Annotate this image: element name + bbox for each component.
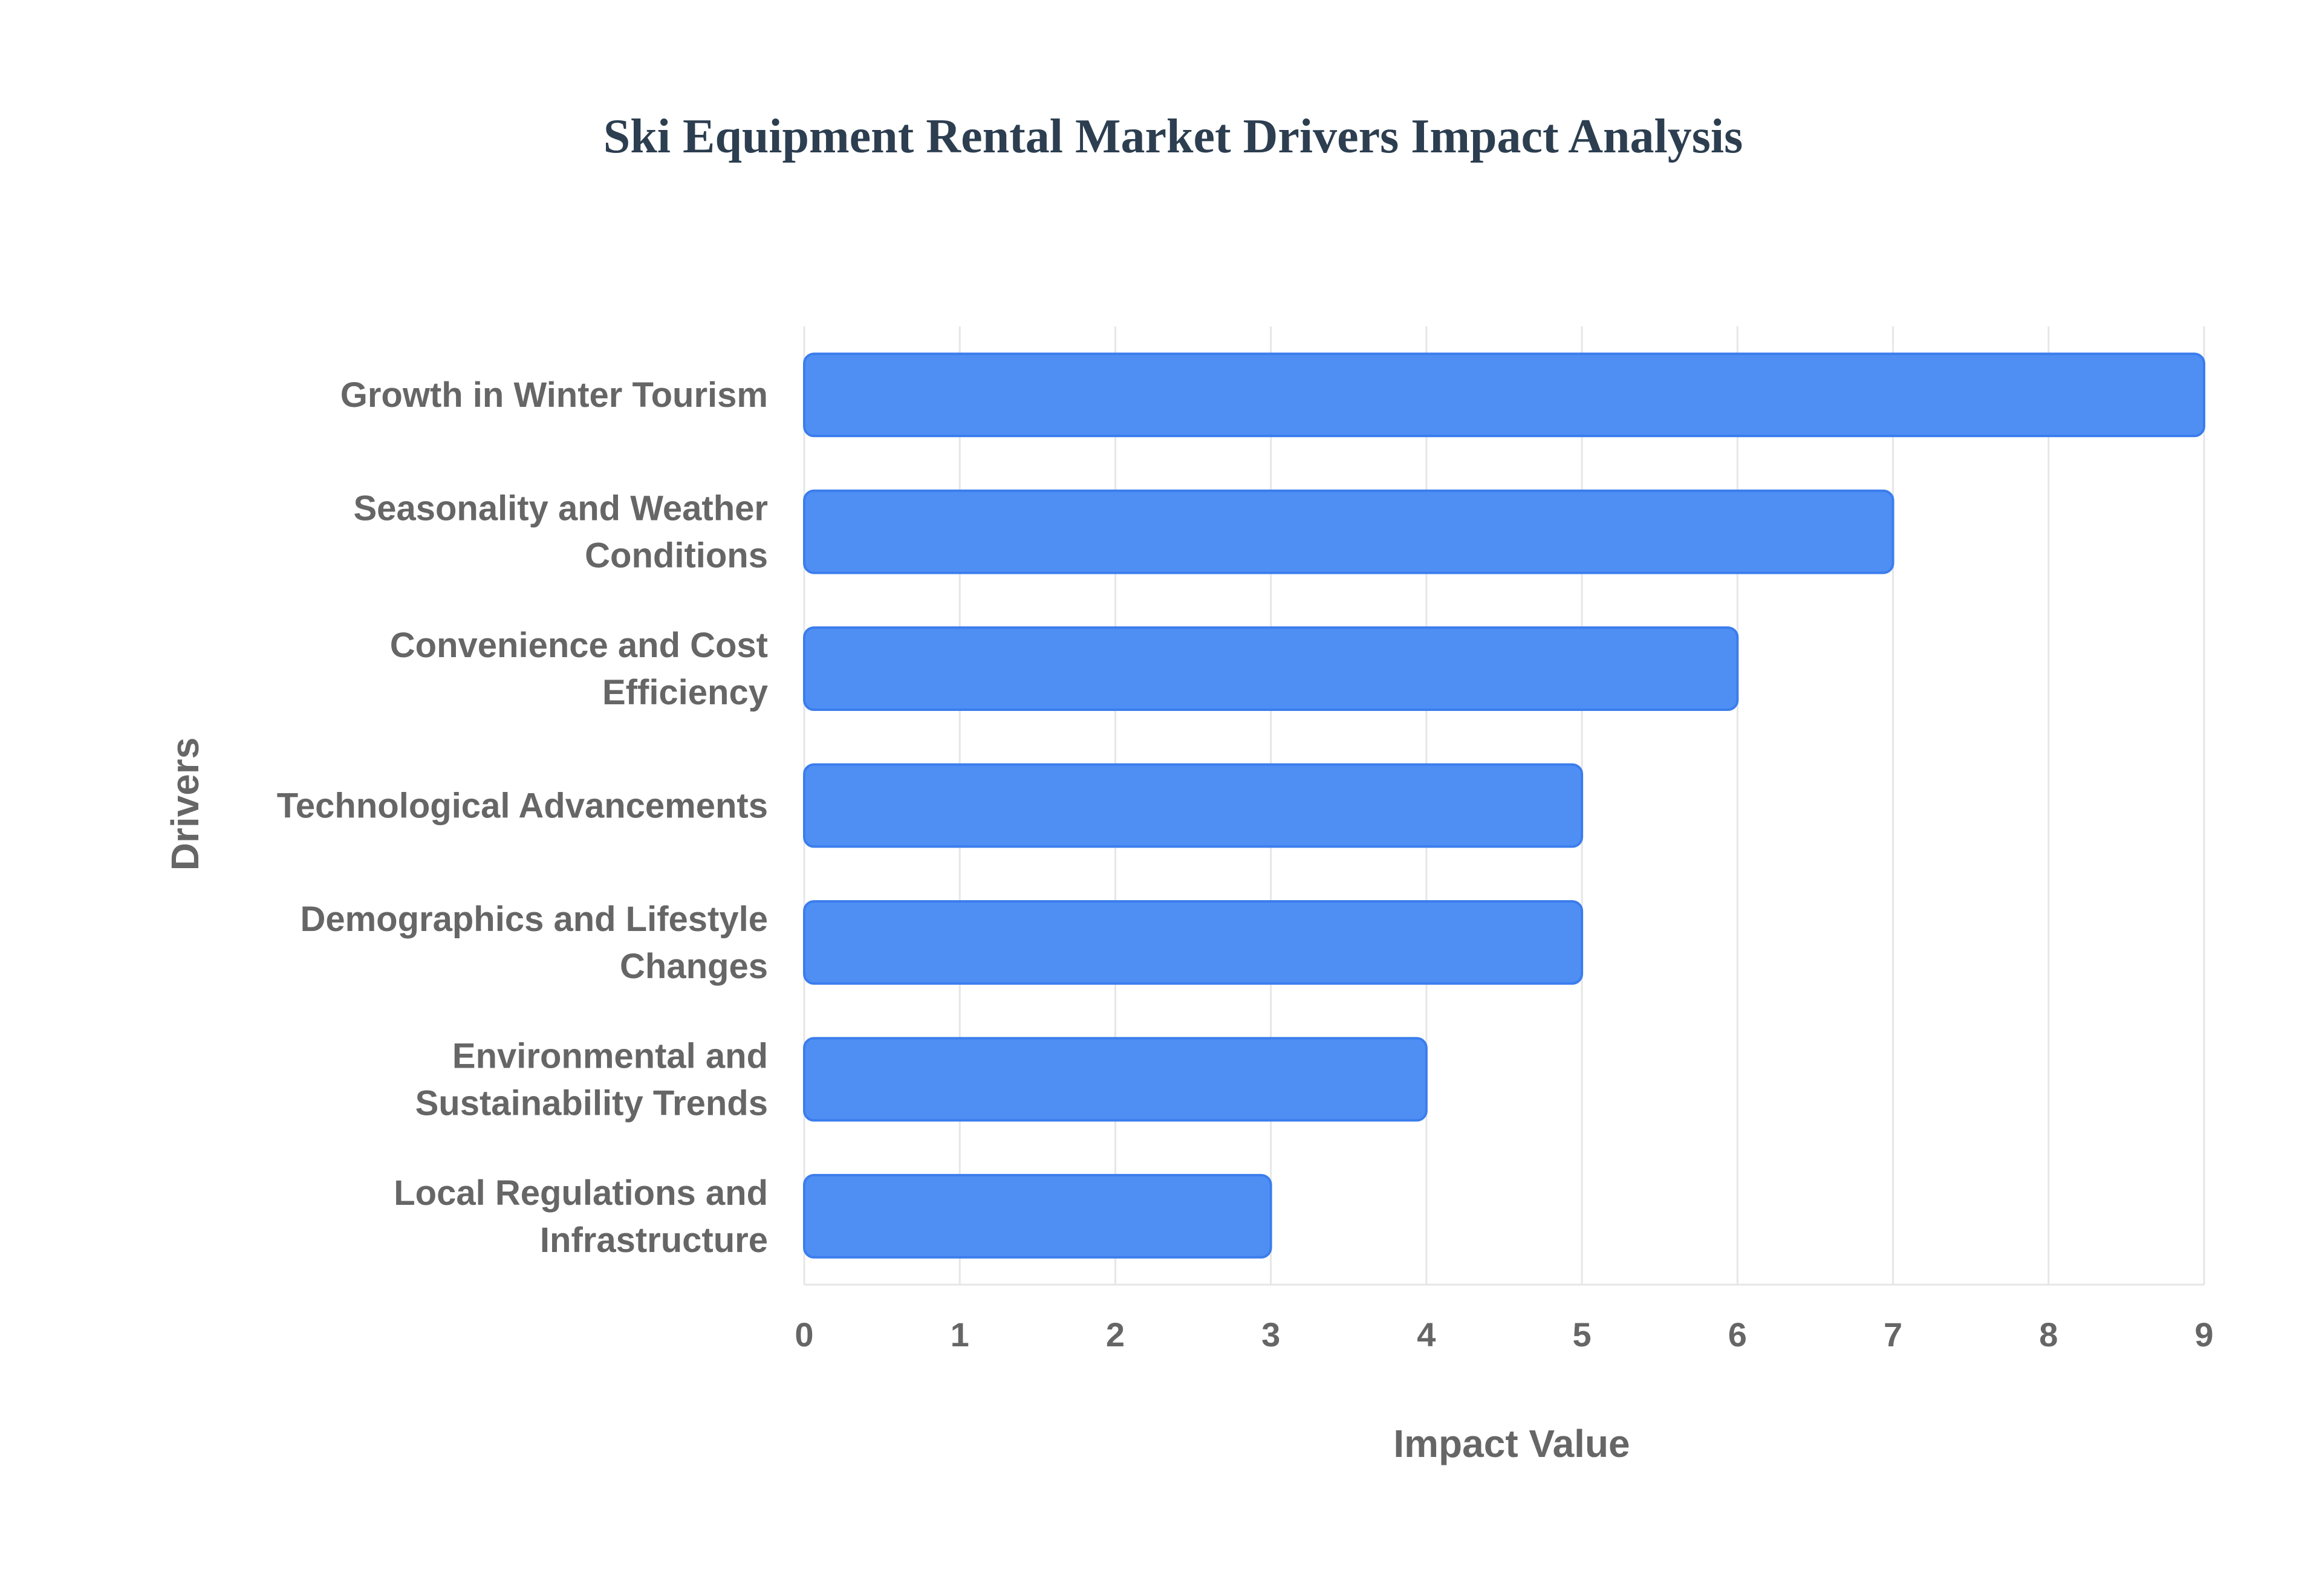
y-category-label: Demographics and Lifestyle Changes	[300, 900, 768, 986]
y-category-label: Local Regulations and Infrastructure	[394, 1173, 768, 1260]
x-tick-label: 0	[795, 1315, 813, 1354]
y-category-label-line: Seasonality and Weather	[354, 489, 769, 528]
bar	[803, 1037, 1428, 1122]
x-tick-label: 6	[1728, 1315, 1747, 1354]
x-tick-label: 4	[1417, 1315, 1436, 1354]
x-axis-title: Impact Value	[1393, 1422, 1630, 1465]
y-category-label-line: Conditions	[585, 536, 768, 576]
bar	[803, 489, 1894, 574]
y-category-label-line: Demographics and Lifestyle	[300, 900, 768, 939]
x-tick-label: 8	[2039, 1315, 2058, 1354]
y-category-label-line: Infrastructure	[540, 1221, 768, 1260]
x-tick-label: 3	[1261, 1315, 1280, 1354]
y-category-label-line: Changes	[620, 947, 768, 986]
y-axis-labels: Growth in Winter Tourism Seasonality and …	[277, 375, 768, 1260]
bar	[803, 626, 1739, 711]
y-category-label: Seasonality and Weather Conditions	[354, 489, 769, 576]
y-category-label-line: Sustainability Trends	[415, 1083, 768, 1123]
y-category-label: Convenience and Cost Efficiency	[390, 626, 768, 712]
y-category-label-line: Convenience and Cost	[390, 626, 768, 665]
x-tick-label: 9	[2194, 1315, 2213, 1354]
bars	[803, 352, 2205, 1259]
y-category-label-line: Local Regulations and	[394, 1173, 768, 1213]
x-tick-label: 5	[1573, 1315, 1592, 1354]
y-category-label: Growth in Winter Tourism	[340, 375, 768, 415]
y-category-label-line: Growth in Winter Tourism	[340, 375, 768, 415]
bar	[803, 1173, 1272, 1259]
y-category-label: Environmental and Sustainability Trends	[415, 1036, 768, 1123]
y-category-label-line: Technological Advancements	[277, 787, 768, 826]
bar	[803, 900, 1584, 985]
y-category-label-line: Efficiency	[602, 673, 768, 712]
bar	[803, 763, 1584, 848]
y-category-label-line: Environmental and	[452, 1036, 768, 1075]
x-axis-ticks: 0 1 2 3 4 5 6 7 8 9	[795, 1315, 2213, 1354]
y-category-label: Technological Advancements	[277, 787, 768, 826]
y-axis-title: Drivers	[163, 738, 207, 871]
chart-title: Ski Equipment Rental Market Drivers Impa…	[603, 110, 1743, 163]
x-tick-label: 1	[951, 1315, 969, 1354]
bar	[803, 352, 2205, 438]
x-tick-label: 2	[1106, 1315, 1125, 1354]
x-tick-label: 7	[1884, 1315, 1902, 1354]
